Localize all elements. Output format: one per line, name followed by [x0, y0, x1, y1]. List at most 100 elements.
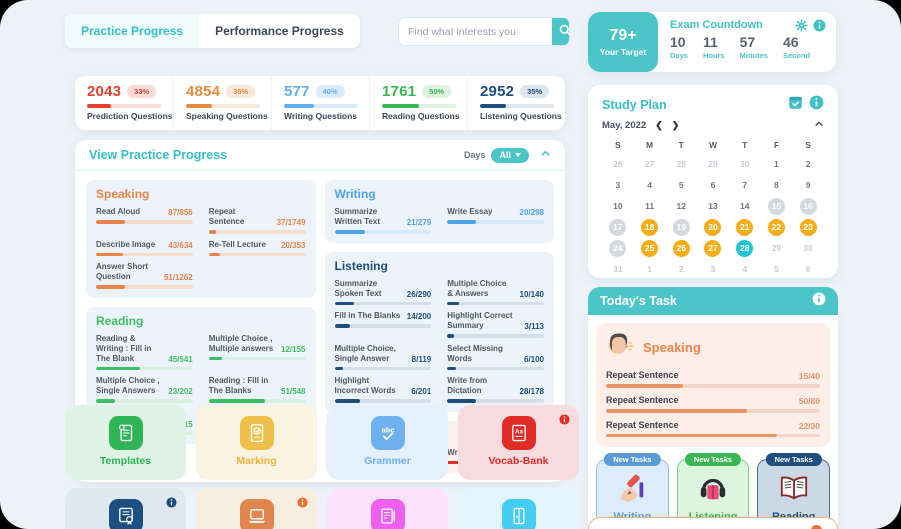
calendar-day-1[interactable]: 1 [647, 264, 652, 274]
progress-item-reading-writing-fill-in-the-blank[interactable]: Reading & Writing : Fill in The Blank 45/… [96, 334, 193, 370]
search-input[interactable] [399, 18, 552, 45]
calendar-day-27[interactable]: 27 [697, 238, 729, 258]
stat-reading-questions[interactable]: 1761 50% Reading Questions [369, 76, 467, 130]
progress-item-highlight-correct-summary[interactable]: Highlight Correct Summary 3/113 [447, 311, 544, 338]
progress-item-multiple-choice-answers[interactable]: Multiple Choice & Answers 10/140 [447, 279, 544, 305]
progress-item-select-missing-words[interactable]: Select Missing Words 6/100 [447, 344, 544, 370]
calendar-day-23[interactable]: 23 [792, 217, 824, 237]
calendar-day-8[interactable]: 8 [774, 180, 779, 190]
prev-month-icon[interactable]: ❮ [655, 120, 663, 130]
progress-item-repeat-sentence[interactable]: Repeat Sentence 15/40 [606, 370, 820, 388]
stat-speaking-questions[interactable]: 4854 35% Speaking Questions [173, 76, 271, 130]
calendar-day-15[interactable]: 15 [761, 196, 793, 216]
progress-item-repeat-sentence[interactable]: Repeat Sentence 37/1749 [208, 207, 306, 234]
progress-item-reading-fill-in-the-blanks[interactable]: Reading : Fill in The Blanks 51/548 [208, 376, 306, 403]
tab-performance-progress[interactable]: Performance Progress [199, 14, 360, 48]
gear-icon[interactable] [795, 19, 808, 37]
calendar-day-26[interactable]: 26 [665, 238, 697, 258]
progress-item-describe-image[interactable]: Describe Image 43/634 [96, 240, 193, 256]
calendar-day-24[interactable]: 24 [602, 238, 634, 258]
progress-item-label: Repeat Sentence [208, 207, 245, 226]
progress-item-repeat-sentence[interactable]: Repeat Sentence 22/30 [606, 420, 820, 438]
calendar-day-22[interactable]: 22 [761, 217, 793, 237]
search-button[interactable] [552, 18, 569, 45]
calendar-day-28[interactable]: 28 [676, 159, 687, 169]
progress-item-value: 51/1262 [163, 273, 193, 282]
calendar-day-28[interactable]: 28 [729, 238, 761, 258]
calendar-day-13[interactable]: 13 [708, 201, 718, 211]
countdown-label: Minutes [739, 51, 768, 60]
calendar-day-17[interactable]: 17 [602, 217, 634, 237]
tile-grammer[interactable]: abc Grammer [327, 405, 448, 480]
progress-item-multiple-choice-multiple-answers[interactable]: Multiple Choice , Multiple answers 12/155 [208, 334, 306, 371]
progress-item-read-aloud[interactable]: Read Aloud 87/856 [96, 207, 193, 234]
calendar-day-2[interactable]: 2 [678, 264, 684, 274]
calendar-day-3[interactable]: 3 [615, 180, 621, 190]
calendar-day-19[interactable]: 19 [665, 217, 697, 237]
progress-item-multiple-choice-single-answer[interactable]: Multiple Choice, Single Answer 8/119 [334, 344, 432, 370]
progress-item-write-essay[interactable]: Write Essay 20/298 [447, 207, 544, 234]
calendar-day-4[interactable]: 4 [742, 264, 748, 274]
info-icon[interactable] [809, 95, 824, 115]
tile-templates[interactable]: Templates [65, 405, 186, 480]
tile-marking[interactable]: Marking [196, 405, 317, 480]
calendar-day-31[interactable]: 31 [613, 264, 623, 274]
progress-item-summarize-spoken-text[interactable]: Summarize Spoken Text 26/290 [334, 279, 432, 305]
calendar-day-4[interactable]: 4 [647, 180, 652, 190]
stat-writing-questions[interactable]: 577 40% Writing Questions [271, 76, 369, 130]
calendar-day-29[interactable]: 29 [771, 243, 782, 253]
tile-news[interactable] [327, 488, 448, 529]
calendar-day-2[interactable]: 2 [805, 159, 811, 169]
stat-label: Prediction Questions [87, 111, 173, 121]
calendar-day-27[interactable]: 27 [644, 159, 655, 169]
calendar-check-icon[interactable] [788, 95, 803, 115]
progress-item-highlight-incorrect-words[interactable]: Highlight Incorrect Words 6/201 [334, 376, 432, 403]
progress-item-value: 45/541 [168, 354, 193, 364]
stat-listening-questions[interactable]: 2952 35% Listening Questions [467, 76, 565, 130]
notification-card[interactable] [588, 517, 838, 529]
calendar-day-header: T [742, 140, 748, 150]
progress-item-summarize-written-text[interactable]: Summarize Written Text 21/279 [334, 207, 432, 234]
progress-item-repeat-sentence[interactable]: Repeat Sentence 50/80 [606, 395, 820, 413]
calendar-day-6[interactable]: 6 [805, 264, 811, 274]
calendar-day-18[interactable]: 18 [634, 217, 666, 237]
progress-item-value: 6/201 [411, 387, 432, 396]
progress-item-multiple-choice-single-answers[interactable]: Multiple Choice , Single Answers 23/202 [96, 376, 193, 403]
calendar-day-16[interactable]: 16 [792, 196, 824, 216]
calendar-day-30[interactable]: 30 [739, 159, 750, 169]
tile-laptop[interactable] [196, 488, 317, 529]
progress-item-write-from-dictation[interactable]: Write from Dictation 28/178 [447, 376, 544, 403]
calendar-day-25[interactable]: 25 [634, 238, 666, 258]
tab-practice-progress[interactable]: Practice Progress [65, 14, 200, 48]
tile-vocab-bank[interactable]: Aa Vocab-Bank [458, 405, 579, 480]
calendar-day-5[interactable]: 5 [678, 180, 684, 190]
tile-door[interactable] [458, 488, 579, 529]
calendar-day-1[interactable]: 1 [774, 159, 779, 169]
info-icon[interactable] [812, 292, 826, 311]
calendar-day-3[interactable]: 3 [710, 264, 716, 274]
calendar-day-9[interactable]: 9 [805, 180, 811, 190]
calendar-day-29[interactable]: 29 [708, 159, 718, 169]
calendar-day-7[interactable]: 7 [742, 180, 748, 190]
calendar-day-14[interactable]: 14 [739, 201, 750, 211]
calendar-day-5[interactable]: 5 [774, 264, 779, 274]
calendar-day-21[interactable]: 21 [729, 217, 761, 237]
progress-item-re-tell-lecture[interactable]: Re-Tell Lecture 20/353 [208, 240, 306, 256]
progress-item-answer-short-question[interactable]: Answer Short Question 51/1262 [96, 262, 193, 289]
progress-item-fill-in-the-blanks[interactable]: Fill in The Blanks 14/200 [334, 311, 432, 338]
next-month-icon[interactable]: ❯ [671, 120, 680, 130]
calendar-day-6[interactable]: 6 [710, 180, 716, 190]
info-icon[interactable] [813, 19, 826, 37]
calendar-day-12[interactable]: 12 [676, 201, 687, 211]
tile-certificate[interactable] [65, 488, 186, 529]
collapse-practice-button[interactable] [540, 146, 551, 164]
calendar-day-11[interactable]: 11 [645, 201, 655, 211]
calendar-day-26[interactable]: 26 [613, 159, 623, 169]
stat-prediction-questions[interactable]: 2043 33% Prediction Questions [75, 76, 173, 130]
stat-value: 4854 [186, 83, 221, 100]
calendar-day-10[interactable]: 10 [613, 201, 623, 211]
calendar-day-30[interactable]: 30 [803, 243, 813, 253]
collapse-calendar-button[interactable] [814, 119, 824, 132]
calendar-day-20[interactable]: 20 [697, 217, 729, 237]
days-filter-dropdown[interactable]: All [491, 147, 529, 163]
